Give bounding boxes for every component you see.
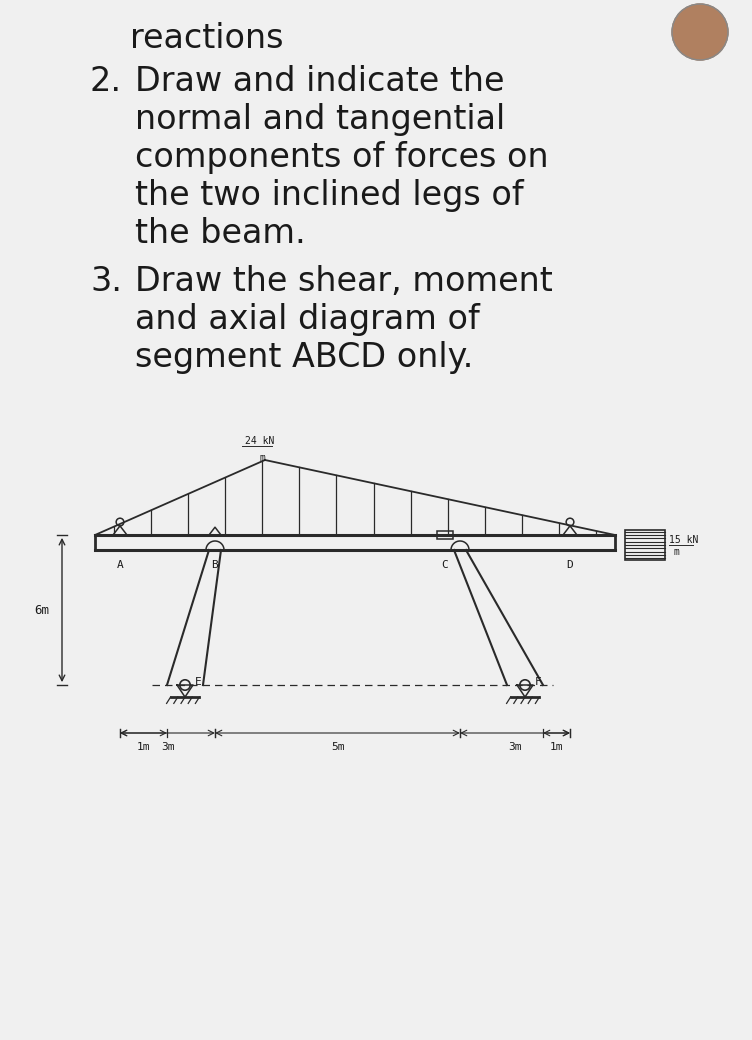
Text: reactions: reactions — [130, 22, 284, 55]
Text: 3m: 3m — [161, 742, 174, 752]
Text: m: m — [259, 453, 265, 463]
Text: 5m: 5m — [331, 742, 344, 752]
Text: and axial diagram of: and axial diagram of — [135, 303, 480, 336]
Text: 1m: 1m — [550, 742, 563, 752]
Text: F: F — [535, 677, 541, 687]
Text: C: C — [441, 560, 448, 570]
Text: the two inclined legs of: the two inclined legs of — [135, 179, 523, 212]
Text: normal and tangential: normal and tangential — [135, 103, 505, 136]
Text: 6m: 6m — [35, 603, 50, 617]
Text: 3.: 3. — [90, 265, 122, 298]
Text: 3m: 3m — [508, 742, 522, 752]
Bar — [625, 530, 665, 560]
Bar — [437, 531, 453, 539]
Text: 15 kN: 15 kN — [669, 535, 699, 545]
Text: D: D — [566, 560, 573, 570]
Text: Draw the shear, moment: Draw the shear, moment — [135, 265, 553, 298]
Text: components of forces on: components of forces on — [135, 141, 549, 174]
Text: E: E — [195, 677, 202, 687]
Text: 1m: 1m — [137, 742, 150, 752]
Text: 24 kN: 24 kN — [245, 436, 274, 446]
Text: 2.: 2. — [90, 64, 122, 98]
Text: Draw and indicate the: Draw and indicate the — [135, 64, 505, 98]
Text: segment ABCD only.: segment ABCD only. — [135, 341, 473, 374]
Circle shape — [672, 4, 728, 60]
Text: A: A — [117, 560, 123, 570]
Text: B: B — [211, 560, 218, 570]
Text: m: m — [673, 547, 679, 557]
Text: the beam.: the beam. — [135, 217, 306, 250]
